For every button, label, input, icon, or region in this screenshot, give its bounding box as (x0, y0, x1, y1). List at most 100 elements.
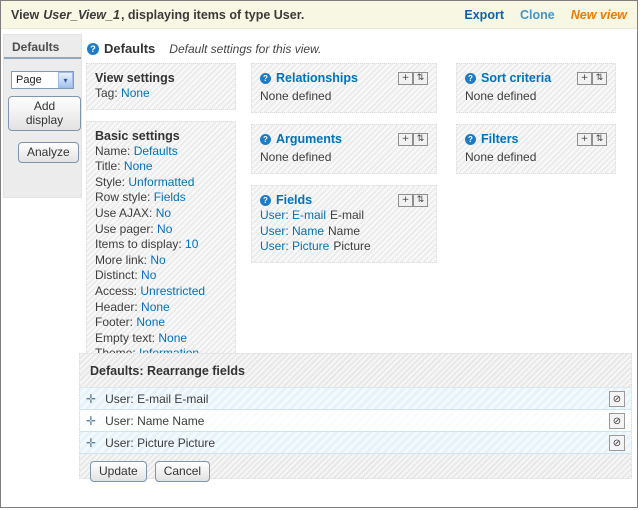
setting-label: Footer: (95, 315, 134, 330)
setting-value-link[interactable]: None (158, 330, 188, 345)
rearrange-row[interactable]: ✛ User: Name Name ⊘ (80, 410, 631, 432)
add-icon-button[interactable]: + (398, 193, 413, 207)
display-type-select-value: Page (16, 74, 42, 86)
remove-field-button[interactable]: ⊘ (609, 413, 625, 429)
help-icon[interactable]: ? (87, 42, 99, 55)
add-icon-button[interactable]: + (398, 71, 413, 85)
setting-label: Header: (95, 299, 138, 314)
add-display-button[interactable]: Add display (8, 96, 81, 131)
field-item: User: Name Name (260, 224, 428, 240)
column-left: View settings Tag: None Basic settings N… (86, 63, 236, 381)
title-suffix: , displaying items of type User. (120, 7, 305, 22)
setting-value-link[interactable]: No (150, 252, 166, 267)
setting-style: Style: Unformatted (95, 175, 227, 191)
analyze-button[interactable]: Analyze (18, 142, 79, 163)
sort-criteria-link[interactable]: Sort criteria (481, 71, 552, 85)
help-icon[interactable]: ? (260, 133, 271, 145)
settings-columns: View settings Tag: None Basic settings N… (86, 63, 616, 381)
column-middle: ? Relationships + ⇅ None defined ? Argum… (251, 63, 437, 381)
new-view-link[interactable]: New view (570, 7, 627, 22)
setting-title: Title: None (95, 159, 227, 175)
add-icon-button[interactable]: + (398, 132, 413, 146)
setting-label: Tag: (95, 86, 118, 100)
help-icon[interactable]: ? (465, 72, 476, 84)
rearrange-actions: Update Cancel (80, 454, 631, 482)
setting-value-link[interactable]: No (157, 221, 173, 236)
defaults-heading: ? Defaults Default settings for this vie… (87, 41, 321, 56)
setting-footer: Footer: None (95, 315, 227, 331)
setting-label: More link: (95, 252, 148, 267)
cancel-button[interactable]: Cancel (154, 461, 211, 482)
setting-value-link[interactable]: Unrestricted (140, 283, 206, 298)
help-icon[interactable]: ? (465, 133, 476, 145)
setting-label: Items to display: (95, 237, 182, 252)
drag-handle-icon[interactable]: ✛ (86, 413, 97, 428)
drag-handle-icon[interactable]: ✛ (86, 391, 97, 406)
relationships-link[interactable]: Relationships (276, 71, 358, 85)
basic-settings-title: Basic settings (95, 128, 180, 143)
rearrange-icon-button[interactable]: ⇅ (413, 71, 428, 85)
relationships-empty-text: None defined (260, 89, 332, 103)
basic-settings-panel: Basic settings Name: Defaults Title: Non… (86, 120, 236, 370)
setting-label: Empty text: (95, 330, 156, 345)
setting-value-link[interactable]: None (121, 86, 150, 100)
rearrange-icon-button[interactable]: ⇅ (413, 132, 428, 146)
chevron-down-icon: ▾ (58, 72, 73, 88)
setting-more-link: More link: No (95, 253, 227, 269)
display-sidebar: Defaults Page ▾ Add display Analyze (3, 34, 82, 198)
setting-value-link[interactable]: None (123, 159, 153, 174)
setting-row-style: Row style: Fields (95, 190, 227, 206)
field-link[interactable]: User: E-mail (260, 208, 327, 222)
sort-criteria-empty-text: None defined (465, 89, 537, 103)
relationships-panel: ? Relationships + ⇅ None defined (251, 63, 437, 113)
rearrange-icon-button[interactable]: ⇅ (592, 132, 607, 146)
setting-use-ajax: Use AJAX: No (95, 206, 227, 222)
setting-label: Title: (95, 159, 121, 174)
field-link[interactable]: User: Name (260, 223, 325, 238)
rearrange-icon-button[interactable]: ⇅ (592, 71, 607, 85)
field-link[interactable]: User: Picture (260, 239, 330, 254)
setting-value-link[interactable]: None (136, 315, 166, 330)
view-settings-title: View settings (95, 71, 175, 85)
setting-value-link[interactable]: Defaults (133, 143, 178, 158)
rearrange-row-label: User: Name Name (105, 413, 205, 428)
display-type-select[interactable]: Page ▾ (11, 71, 74, 89)
drag-handle-icon[interactable]: ✛ (86, 435, 97, 450)
title-prefix: View (11, 7, 40, 22)
update-button[interactable]: Update (90, 461, 147, 482)
setting-label: Use pager: (95, 221, 154, 236)
setting-value-link[interactable]: 10 (185, 237, 199, 252)
fields-panel: ? Fields + ⇅ User: E-mail E-mail User: Na… (251, 185, 437, 263)
setting-value-link[interactable]: Unformatted (128, 174, 195, 189)
setting-label: Access: (95, 283, 138, 298)
field-suffix: Picture (333, 239, 371, 254)
clone-link[interactable]: Clone (519, 7, 555, 22)
help-icon[interactable]: ? (260, 194, 271, 206)
setting-distinct: Distinct: No (95, 268, 227, 284)
setting-value-link[interactable]: No (155, 205, 172, 220)
tab-defaults[interactable]: Defaults (4, 35, 81, 59)
setting-value-link[interactable]: No (141, 268, 157, 283)
field-item: User: Picture Picture (260, 239, 428, 255)
setting-label: Name: (95, 143, 131, 158)
rearrange-table: ✛ User: E-mail E-mail ⊘ ✛ User: Name Nam… (80, 387, 631, 454)
setting-value-link[interactable]: Fields (153, 190, 186, 205)
rearrange-row[interactable]: ✛ User: E-mail E-mail ⊘ (80, 388, 631, 410)
remove-field-button[interactable]: ⊘ (609, 391, 625, 407)
setting-use-pager: Use pager: No (95, 222, 227, 238)
rearrange-row-label: User: E-mail E-mail (105, 391, 209, 406)
view-title-bar: View User_View_1, displaying items of typ… (1, 1, 637, 29)
help-icon[interactable]: ? (260, 72, 271, 84)
filters-link[interactable]: Filters (481, 132, 519, 146)
rearrange-icon-button[interactable]: ⇅ (413, 193, 428, 207)
rearrange-row[interactable]: ✛ User: Picture Picture ⊘ (80, 432, 631, 454)
fields-link[interactable]: Fields (276, 193, 313, 207)
setting-label: Row style: (95, 190, 151, 205)
export-link[interactable]: Export (464, 7, 504, 22)
add-icon-button[interactable]: + (577, 132, 592, 146)
arguments-link[interactable]: Arguments (276, 132, 342, 146)
setting-value-link[interactable]: None (141, 299, 170, 314)
add-icon-button[interactable]: + (577, 71, 592, 85)
setting-name: Name: Defaults (95, 144, 227, 160)
remove-field-button[interactable]: ⊘ (609, 435, 625, 451)
